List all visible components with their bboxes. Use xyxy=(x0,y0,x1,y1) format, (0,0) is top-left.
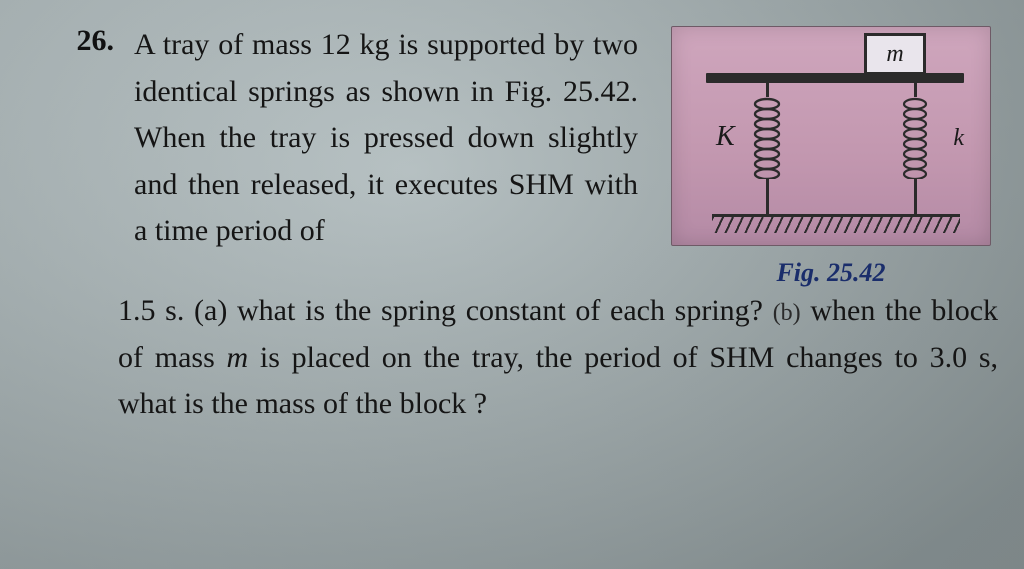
spring-label-left: K xyxy=(716,121,735,153)
figure-caption: Fig. 25.42 xyxy=(776,258,885,288)
mass-variable: m xyxy=(227,341,249,374)
spring-right xyxy=(898,83,932,214)
page: 26. A tray of mass 12 kg is supported by… xyxy=(0,0,1024,569)
tray-bar xyxy=(706,73,964,83)
spring-stem xyxy=(766,83,769,97)
spring-coil-icon xyxy=(752,97,782,179)
question-text-top: A tray of mass 12 kg is supported by two… xyxy=(134,22,644,255)
text-line: is placed on the tray, the period of SHM… xyxy=(118,341,998,421)
part-b-label: (b) xyxy=(773,300,801,326)
spring-coil-icon xyxy=(900,97,930,179)
figure-panel: m xyxy=(671,26,991,246)
spring-label-right: k xyxy=(953,125,964,152)
spring-stem xyxy=(914,179,917,214)
question-block: 26. A tray of mass 12 kg is supported by… xyxy=(60,22,1004,428)
top-row: 26. A tray of mass 12 kg is supported by… xyxy=(60,22,1004,288)
mass-label: m xyxy=(886,41,903,68)
text-line: 1.5 s. (a) what is the spring constant o… xyxy=(118,294,763,327)
spring-left xyxy=(750,83,784,214)
spring-stem xyxy=(914,83,917,97)
question-number: 26. xyxy=(60,22,114,58)
spring-stem xyxy=(766,179,769,214)
question-text-bottom: 1.5 s. (a) what is the spring constant o… xyxy=(118,288,1004,428)
ground-hatch-icon xyxy=(712,217,960,233)
figure-column: m xyxy=(664,22,1004,288)
mass-box: m xyxy=(864,33,926,75)
